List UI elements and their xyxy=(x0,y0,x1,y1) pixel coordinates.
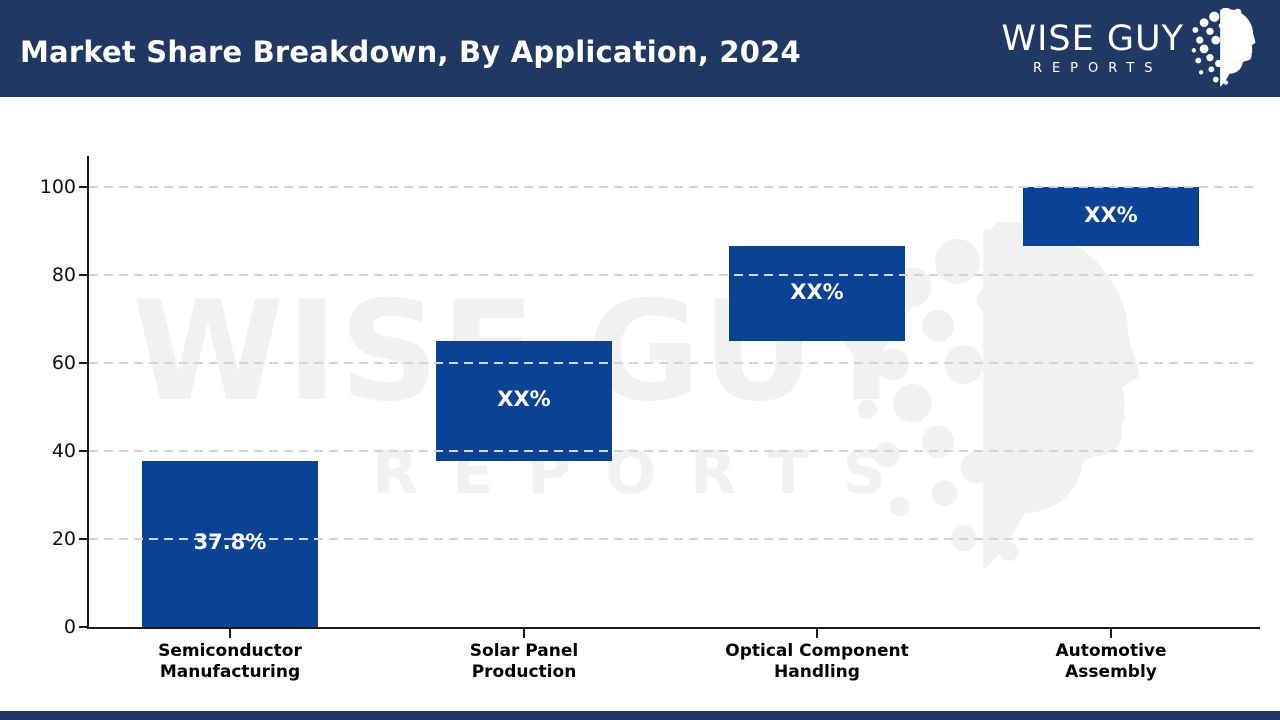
category-label-line: Automotive xyxy=(1055,641,1167,661)
gridline xyxy=(89,450,1258,452)
y-tick-mark xyxy=(79,274,88,276)
bar xyxy=(729,246,905,341)
category-label-line: Production xyxy=(471,662,577,682)
y-tick-label: 60 xyxy=(51,352,76,374)
y-tick-label: 80 xyxy=(51,264,76,286)
category-label: Solar Panel Production xyxy=(384,641,664,683)
bar-value-label: XX% xyxy=(497,386,551,411)
x-tick-mark xyxy=(816,629,818,638)
gridline xyxy=(89,274,1258,276)
category-label: Optical Component Handling xyxy=(677,641,957,683)
category-label-line: Manufacturing xyxy=(159,662,301,682)
dotted-head-icon xyxy=(1191,7,1256,87)
bar xyxy=(436,341,612,461)
category-label-line: Assembly xyxy=(1065,662,1157,682)
bar xyxy=(142,460,318,627)
bar xyxy=(1023,187,1199,247)
gridline xyxy=(89,362,1258,364)
header-bar: Market Share Breakdown, By Application, … xyxy=(0,0,1280,97)
category-label-line: Optical Component xyxy=(725,641,909,661)
category-label: Semiconductor Manufacturing xyxy=(90,641,370,683)
chart-title: Market Share Breakdown, By Application, … xyxy=(20,34,801,69)
y-tick-label: 0 xyxy=(63,616,76,638)
y-tick-label: 100 xyxy=(39,176,76,198)
y-tick-label: 40 xyxy=(51,440,76,462)
x-tick-mark xyxy=(523,629,525,638)
y-tick-mark xyxy=(79,362,88,364)
y-tick-mark xyxy=(79,450,88,452)
brand-wordmark: WISE GUY REPORTS xyxy=(1001,18,1184,76)
category-label: Automotive Assembly xyxy=(971,641,1251,683)
x-tick-mark xyxy=(229,629,231,638)
bar-value-label: 37.8% xyxy=(193,529,267,554)
category-label-line: Semiconductor xyxy=(158,641,302,661)
category-label-line: Solar Panel xyxy=(469,641,579,661)
category-label-line: Handling xyxy=(774,662,860,682)
gridline xyxy=(89,186,1258,188)
bar-value-label: XX% xyxy=(1084,202,1138,227)
y-tick-mark xyxy=(79,538,88,540)
x-tick-mark xyxy=(1110,629,1112,638)
brand-subtitle: REPORTS xyxy=(1032,60,1163,76)
y-tick-mark xyxy=(79,186,88,188)
footer-bar xyxy=(0,711,1280,720)
y-tick-mark xyxy=(79,626,88,628)
y-tick-label: 20 xyxy=(51,528,76,550)
bar-value-label: XX% xyxy=(790,279,844,304)
brand-logo: WISE GUY REPORTS xyxy=(1001,6,1264,92)
brand-name: WISE GUY xyxy=(1001,18,1184,59)
y-axis-line xyxy=(87,156,89,629)
x-axis-line xyxy=(87,627,1260,629)
gridline xyxy=(89,538,1258,540)
